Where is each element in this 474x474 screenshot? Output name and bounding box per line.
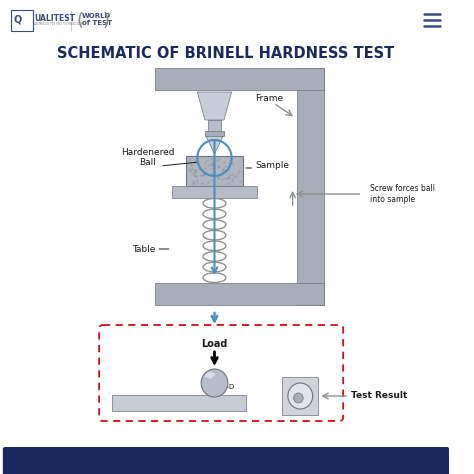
FancyBboxPatch shape <box>11 9 33 30</box>
Bar <box>282 377 319 415</box>
Text: Frame: Frame <box>255 93 283 102</box>
Text: D: D <box>229 384 234 390</box>
Bar <box>186 156 243 186</box>
Text: Screw forces ball
into sample: Screw forces ball into sample <box>370 183 435 204</box>
Text: Load: Load <box>201 339 228 349</box>
Wedge shape <box>204 372 216 379</box>
Text: UALITEST: UALITEST <box>34 14 75 23</box>
Polygon shape <box>205 134 224 154</box>
Text: ⓘ: ⓘ <box>350 457 355 466</box>
Text: Sample: Sample <box>255 162 290 171</box>
Circle shape <box>288 383 313 409</box>
Text: info@qualitest-inc.com: info@qualitest-inc.com <box>231 457 319 466</box>
Text: 1-877-884-8378: 1-877-884-8378 <box>86 457 147 466</box>
Text: ADVANCED TESTING TECHNOLOGIES: ADVANCED TESTING TECHNOLOGIES <box>34 22 84 26</box>
Text: ✉: ✉ <box>204 457 210 466</box>
Bar <box>172 186 257 198</box>
FancyBboxPatch shape <box>3 447 449 474</box>
Text: www.WorldofTest.com: www.WorldofTest.com <box>376 457 460 466</box>
Circle shape <box>201 369 228 397</box>
Text: ✆: ✆ <box>59 457 65 466</box>
Polygon shape <box>197 92 232 120</box>
Bar <box>208 120 221 134</box>
FancyBboxPatch shape <box>99 325 343 421</box>
Bar <box>155 283 324 305</box>
Text: Table: Table <box>132 245 155 254</box>
Text: Hardenered
Ball: Hardenered Ball <box>121 148 174 167</box>
Bar <box>205 131 224 136</box>
Text: (: ( <box>76 12 83 30</box>
Bar <box>155 68 324 90</box>
Text: SCHEMATIC OF BRINELL HARDNESS TEST: SCHEMATIC OF BRINELL HARDNESS TEST <box>57 46 394 61</box>
Bar <box>112 395 246 411</box>
Text: Test Result: Test Result <box>351 392 407 401</box>
Text: ™: ™ <box>106 12 111 17</box>
Text: WORLD
of TEST: WORLD of TEST <box>82 13 112 26</box>
Text: Q: Q <box>13 14 22 24</box>
Text: ): ) <box>103 12 110 30</box>
Circle shape <box>293 393 303 403</box>
Bar <box>297 68 324 305</box>
